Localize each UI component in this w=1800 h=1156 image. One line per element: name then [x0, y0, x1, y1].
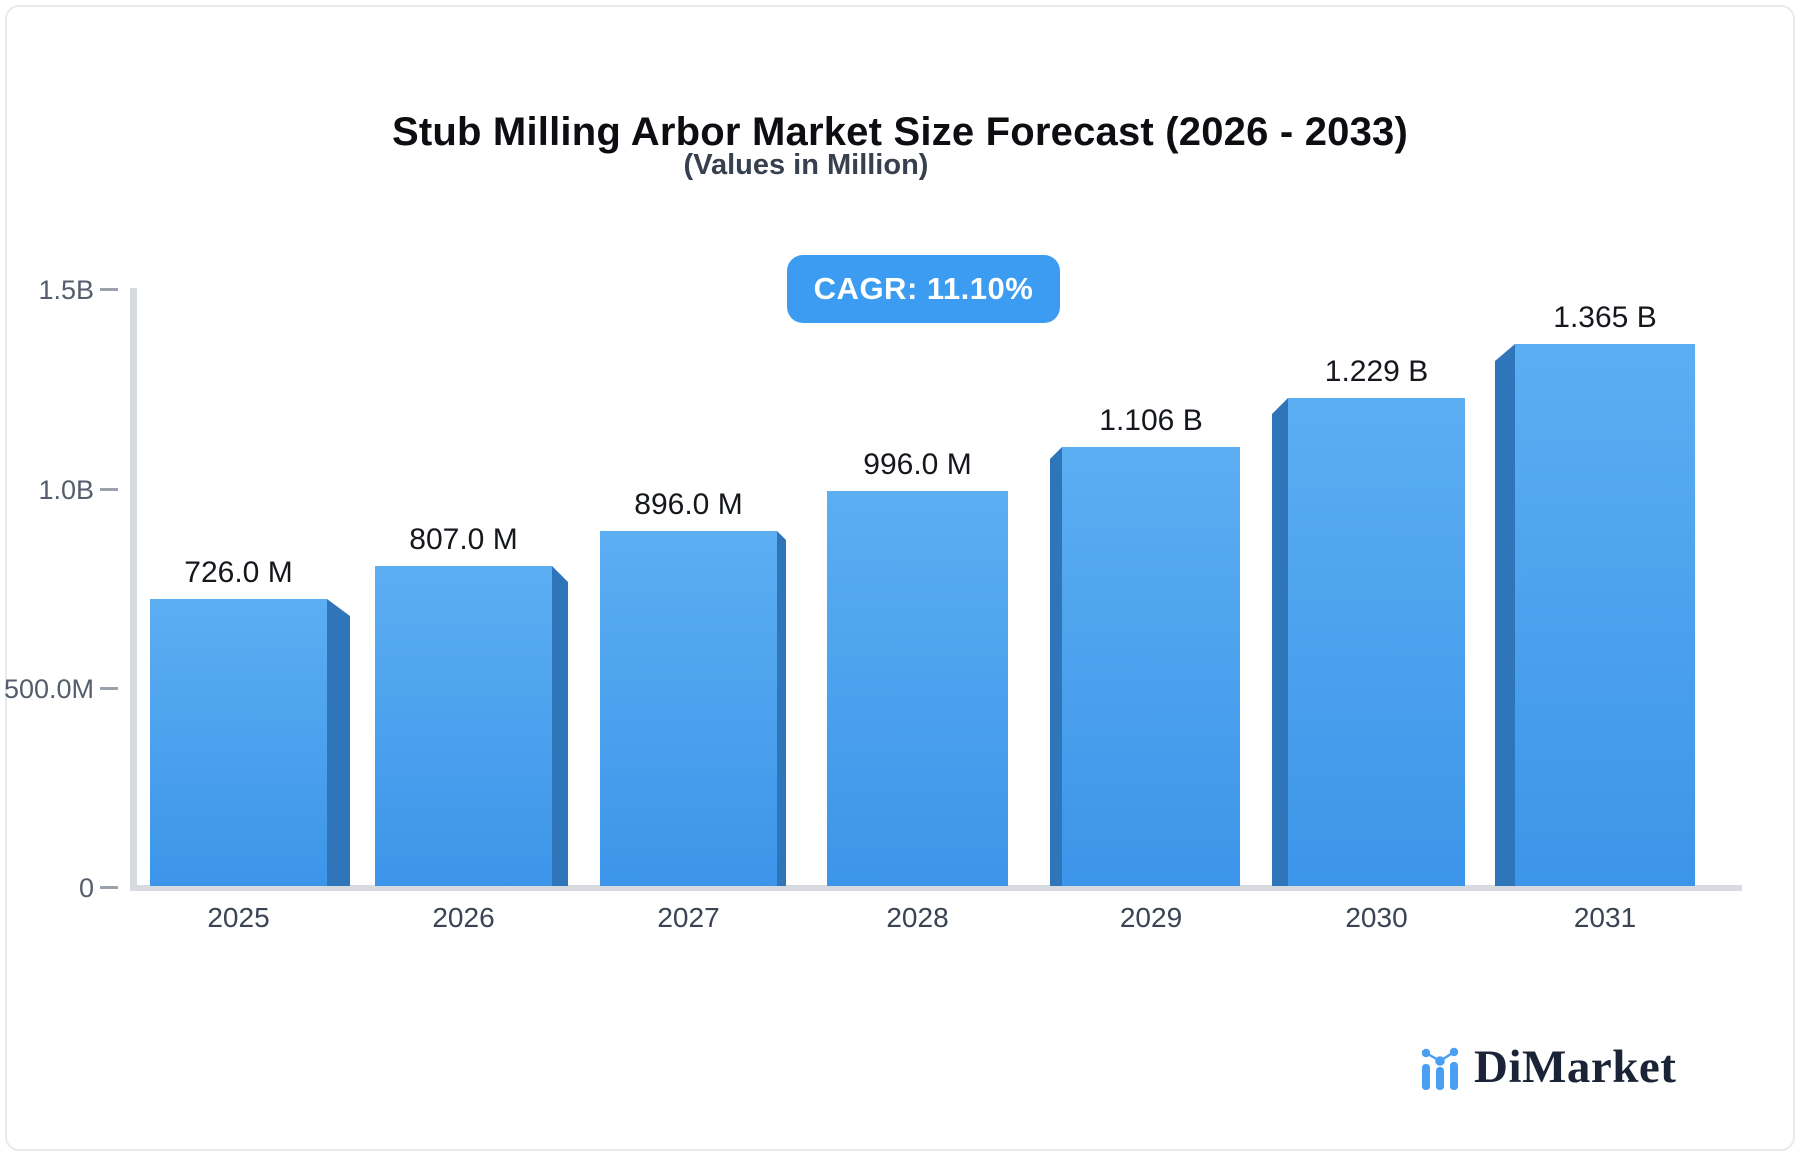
bar-2030	[1288, 398, 1465, 886]
bar-2028	[827, 491, 1008, 886]
bar-2027	[600, 531, 777, 886]
bar-side-2026	[552, 566, 568, 886]
dimarket-logo-text: DiMarket	[1474, 1041, 1677, 1093]
y-tick-mark-0	[100, 886, 118, 889]
x-tick-label-2027: 2027	[657, 902, 720, 933]
bar-chart-logo-icon	[1422, 1047, 1459, 1090]
logo: DiMarket	[1422, 1041, 1677, 1093]
value-label-2030: 1.229 B	[1324, 355, 1429, 388]
bar-2025	[150, 599, 327, 886]
y-tick-label-0: 0	[78, 873, 94, 903]
value-label-2025: 726.0 M	[184, 556, 293, 589]
x-tick-label-2025: 2025	[207, 902, 270, 933]
y-tick-label-1.5B: 1.5B	[38, 275, 94, 305]
bar-side-2029	[1050, 447, 1062, 886]
chart-subtitle: (Values in Million)	[683, 149, 929, 181]
y-tick-mark-1.0B	[100, 488, 118, 491]
chart-title: Stub Milling Arbor Market Size Forecast …	[391, 110, 1409, 154]
cagr-badge: CAGR: 11.10%	[787, 255, 1060, 323]
y-tick-mark-500.0M	[100, 687, 118, 690]
bar-2031	[1515, 344, 1695, 886]
y-axis-line	[130, 288, 137, 891]
value-label-2026: 807.0 M	[409, 523, 518, 556]
y-tick-mark-1.5B	[100, 288, 118, 291]
y-tick-label-500.0M: 500.0M	[3, 674, 94, 704]
x-axis-baseline	[130, 885, 1742, 891]
bar-side-2030	[1272, 398, 1288, 886]
value-label-2031: 1.365 B	[1553, 301, 1657, 334]
x-tick-label-2029: 2029	[1119, 902, 1183, 933]
x-tick-label-2028: 2028	[886, 902, 949, 933]
bar-2029	[1062, 447, 1240, 886]
value-label-2028: 996.0 M	[863, 448, 972, 481]
value-label-2029: 1.106 B	[1099, 404, 1203, 437]
y-tick-label-1.0B: 1.0B	[38, 475, 94, 505]
cagr-badge-text: CAGR: 11.10%	[813, 271, 1034, 306]
x-tick-label-2026: 2026	[432, 902, 495, 933]
bar-side-2031	[1495, 344, 1515, 886]
x-tick-label-2030: 2030	[1345, 902, 1408, 933]
value-label-2027: 896.0 M	[634, 488, 743, 521]
bar-2026	[375, 566, 552, 886]
bar-side-2027	[777, 531, 786, 886]
x-tick-label-2031: 2031	[1573, 902, 1637, 933]
bar-side-2025	[327, 599, 350, 886]
